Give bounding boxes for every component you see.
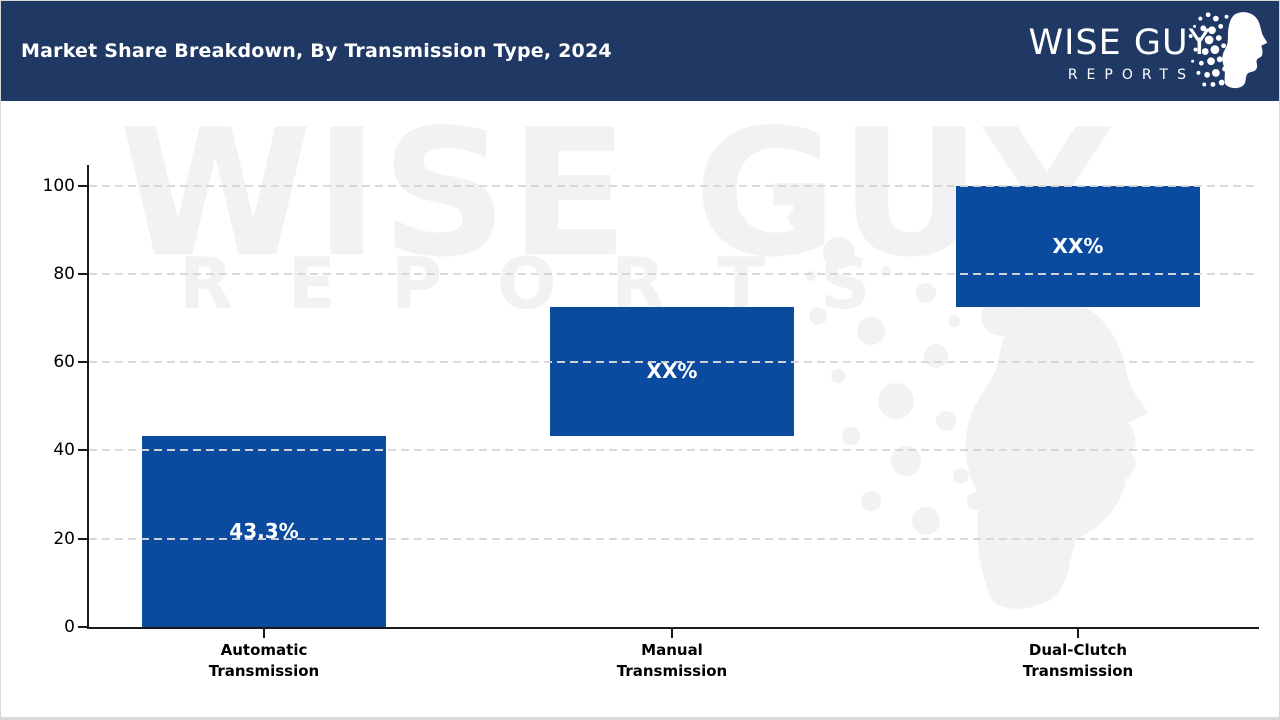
bar-segment-2: XX% [550, 306, 794, 436]
y-axis-tick-label: 80 [53, 263, 75, 284]
logo-wordmark: WISE GUY [1028, 23, 1211, 63]
footer-divider [1, 717, 1279, 719]
category-label-line: Transmission [1022, 662, 1134, 680]
category-label-line: Manual [641, 641, 703, 659]
y-axis-tick-label: 100 [42, 175, 75, 196]
logo-subtitle: REPORTS [1067, 67, 1195, 83]
head-profile-dots-icon [1188, 12, 1268, 89]
y-axis-tick-label: 60 [53, 352, 75, 373]
category-label-line: Transmission [208, 662, 320, 680]
bar-segment-3: XX% [956, 185, 1200, 307]
watermark-wordmark: WISE GUY [119, 93, 1113, 296]
page-title: Market Share Breakdown, By Transmission … [21, 40, 612, 62]
header: Market Share Breakdown, By Transmission … [1, 1, 1279, 101]
x-axis-tick-2 [671, 629, 673, 638]
x-axis-category-label: Automatic Transmission [124, 640, 404, 682]
bar-segment-1: 43.3% [142, 435, 386, 627]
gridline-60 [89, 361, 1257, 364]
category-label-line: Dual-Clutch [1028, 641, 1128, 659]
category-label-line: Transmission [616, 662, 728, 680]
x-axis-tick-3 [1077, 629, 1079, 638]
y-axis-tick-60 [78, 361, 87, 364]
y-axis-tick-80 [78, 272, 87, 275]
chart-area: WISE GUY REPORTS 0 20 40 60 80 100 43.3% Automa… [1, 93, 1279, 719]
y-axis-tick-0 [78, 626, 87, 628]
y-axis-tick-40 [78, 449, 87, 452]
x-axis-tick-1 [263, 629, 265, 638]
gridline-80 [89, 272, 1257, 275]
y-axis-tick-100 [78, 184, 87, 187]
gridline-20 [89, 537, 1257, 540]
bar-value-label: 43.3% [229, 519, 299, 544]
gridline-100 [89, 184, 1257, 187]
y-axis-tick-20 [78, 537, 87, 540]
x-axis [87, 627, 1259, 629]
x-axis-category-label: Manual Transmission [532, 640, 812, 682]
y-axis-tick-label: 0 [64, 617, 75, 637]
category-label-line: Automatic [220, 641, 308, 659]
bar-value-label: XX% [1052, 234, 1104, 259]
y-axis [87, 165, 89, 629]
wise-guy-reports-logo: WISE GUY REPORTS [1023, 5, 1273, 97]
y-axis-tick-label: 40 [53, 440, 75, 461]
x-axis-category-label: Dual-Clutch Transmission [938, 640, 1218, 682]
bar-value-label: XX% [646, 359, 698, 384]
y-axis-tick-label: 20 [53, 528, 75, 549]
gridline-40 [89, 449, 1257, 452]
